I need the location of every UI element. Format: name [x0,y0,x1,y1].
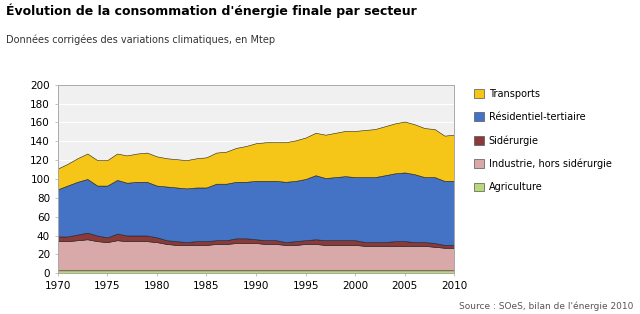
Legend: Transports, Résidentiel-tertiaire, Sidérurgie, Industrie, hors sidérurgie, Agric: Transports, Résidentiel-tertiaire, Sidér… [471,86,614,195]
Text: Source : SOeS, bilan de l'énergie 2010: Source : SOeS, bilan de l'énergie 2010 [460,301,634,311]
Text: Données corrigées des variations climatiques, en Mtep: Données corrigées des variations climati… [6,35,276,45]
Text: Évolution de la consommation d'énergie finale par secteur: Évolution de la consommation d'énergie f… [6,3,417,18]
